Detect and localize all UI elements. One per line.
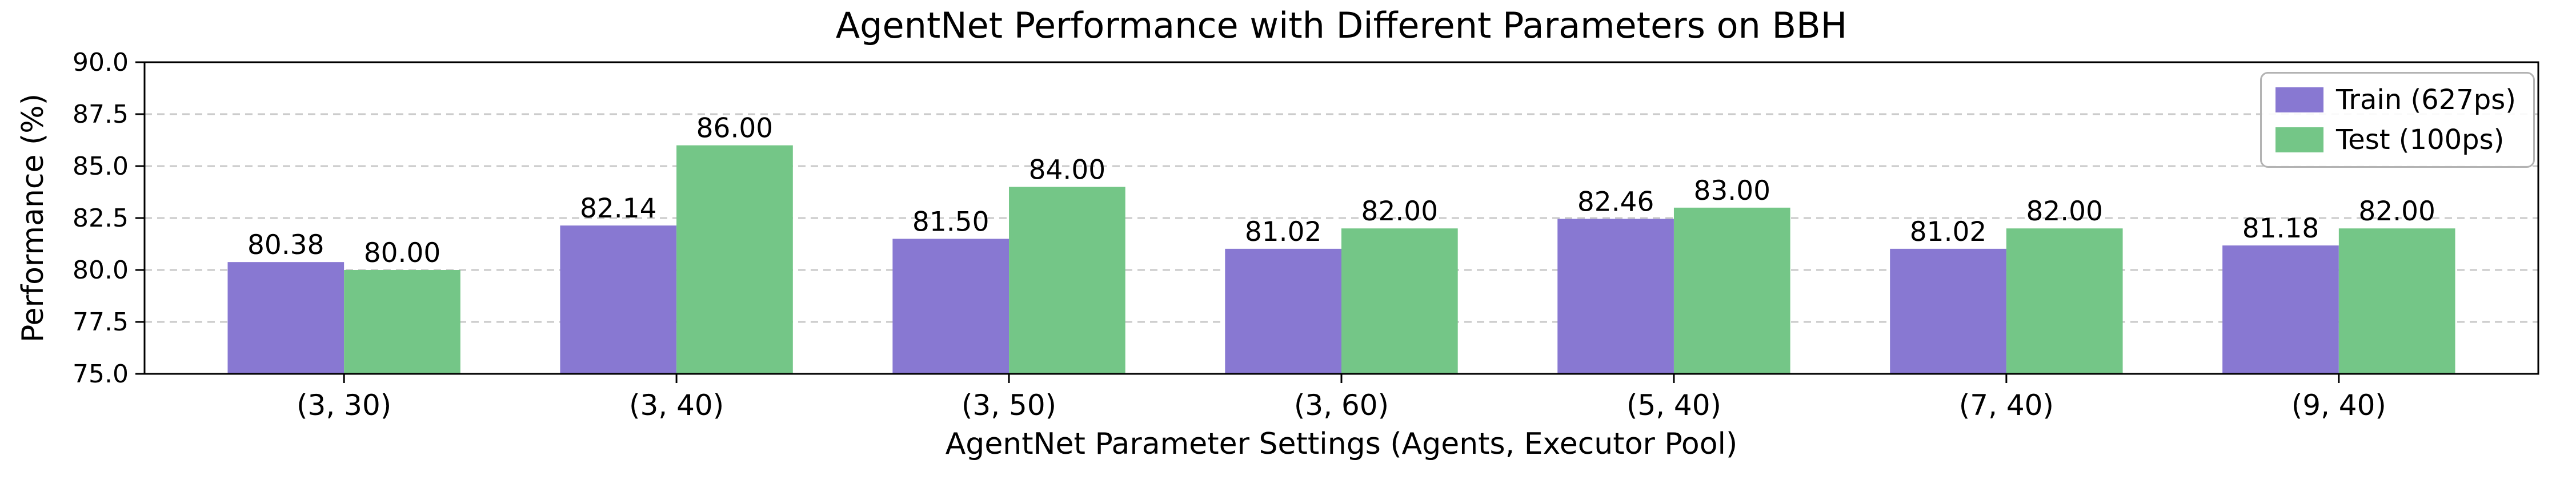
bar-train-5: [1890, 248, 2006, 374]
bar-value-label: 81.18: [2242, 213, 2319, 244]
y-tick-label: 77.5: [73, 308, 129, 337]
bar-value-label: 81.02: [1245, 216, 1322, 248]
x-tick-label: (3, 50): [962, 389, 1056, 422]
legend-label: Test (100ps): [2336, 124, 2505, 156]
bar-value-label: 84.00: [1029, 154, 1106, 186]
x-tick-label: (3, 30): [297, 389, 391, 422]
bar-test-6: [2338, 228, 2455, 374]
legend-item-train: Train (627ps): [2275, 84, 2516, 116]
y-tick-label: 82.5: [73, 204, 129, 233]
bar-value-label: 82.14: [580, 193, 657, 224]
x-tick-label: (7, 40): [1959, 389, 2054, 422]
bar-value-label: 80.00: [364, 237, 441, 269]
y-tick-label: 75.0: [73, 360, 129, 389]
bar-test-3: [1341, 228, 1458, 374]
bar-value-label: 86.00: [696, 113, 774, 144]
bar-train-2: [892, 239, 1009, 374]
bar-test-1: [676, 145, 793, 374]
bar-train-0: [227, 262, 344, 374]
bar-test-4: [1673, 207, 1790, 374]
x-tick-label: (9, 40): [2291, 389, 2386, 422]
bar-test-5: [2006, 228, 2123, 374]
legend: Train (627ps) Test (100ps): [2260, 72, 2535, 168]
legend-item-test: Test (100ps): [2275, 124, 2516, 156]
bar-test-0: [344, 270, 460, 374]
bar-value-label: 80.38: [247, 229, 324, 261]
bar-value-label: 81.50: [912, 206, 989, 237]
legend-label: Train (627ps): [2336, 84, 2516, 116]
legend-swatch: [2275, 127, 2324, 152]
bar-test-2: [1009, 187, 1125, 374]
bar-value-label: 81.02: [1910, 216, 1987, 248]
bar-train-4: [1557, 219, 1674, 374]
x-tick-label: (3, 60): [1294, 389, 1389, 422]
bar-train-1: [560, 225, 677, 374]
y-axis-label: Performance (%): [16, 93, 50, 343]
bar-value-label: 82.46: [1577, 186, 1654, 217]
legend-swatch: [2275, 87, 2324, 112]
chart-title: AgentNet Performance with Different Para…: [835, 5, 1848, 46]
y-tick-label: 87.5: [73, 100, 129, 129]
bar-value-label: 82.00: [2358, 196, 2435, 227]
y-tick-label: 90.0: [73, 48, 129, 77]
x-tick-label: (3, 40): [629, 389, 724, 422]
bar-value-label: 82.00: [1361, 196, 1439, 227]
bar-value-label: 82.00: [2026, 196, 2103, 227]
y-tick-label: 85.0: [73, 152, 129, 181]
bar-train-3: [1225, 248, 1341, 374]
x-axis-label: AgentNet Parameter Settings (Agents, Exe…: [945, 427, 1738, 461]
bar-train-6: [2222, 245, 2339, 374]
bar-value-label: 83.00: [1694, 175, 1771, 207]
y-tick-label: 80.0: [73, 256, 129, 285]
x-tick-label: (5, 40): [1626, 389, 1721, 422]
